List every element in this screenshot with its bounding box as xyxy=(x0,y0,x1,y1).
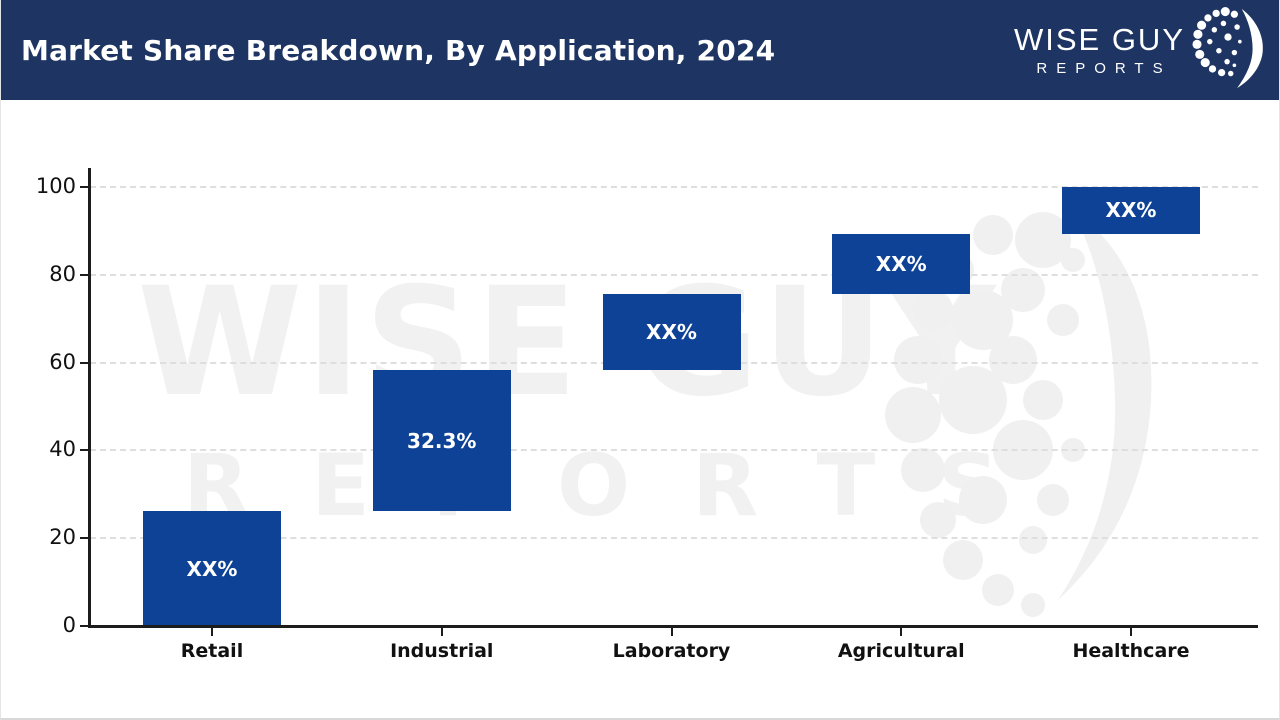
y-tick-label-100: 100 xyxy=(35,174,76,198)
x-axis-line xyxy=(88,625,1258,628)
x-tick-agricultural xyxy=(900,628,903,636)
y-tick-60 xyxy=(80,361,88,364)
logo-subtitle: REPORTS xyxy=(1036,60,1172,77)
gridline-20 xyxy=(90,537,1258,540)
bar-value-label: XX% xyxy=(186,556,238,581)
bar-agricultural: XX% xyxy=(832,233,971,294)
x-axis-label-agricultural: Agricultural xyxy=(837,640,965,662)
bar-industrial: 32.3% xyxy=(372,369,511,512)
y-axis-line xyxy=(88,168,91,628)
y-tick-label-40: 40 xyxy=(49,437,76,462)
x-tick-industrial xyxy=(440,628,443,636)
bar-value-label: 32.3% xyxy=(407,428,477,453)
y-tick-label-0: 0 xyxy=(62,613,76,637)
y-tick-label-60: 60 xyxy=(49,349,76,374)
x-axis-label-laboratory: Laboratory xyxy=(612,640,731,662)
y-tick-label-20: 20 xyxy=(49,525,76,550)
x-axis-label-industrial: Industrial xyxy=(390,640,494,662)
x-tick-retail xyxy=(211,628,213,636)
header: Market Share Breakdown, By Application, … xyxy=(1,0,1279,100)
y-tick-40 xyxy=(80,449,88,452)
y-tick-80 xyxy=(80,273,88,276)
x-axis-label-healthcare: Healthcare xyxy=(1072,640,1190,662)
gridline-80 xyxy=(90,273,1258,276)
bar-healthcare: XX% xyxy=(1062,187,1200,234)
bar-retail: XX% xyxy=(143,511,281,626)
bar-value-label: XX% xyxy=(875,251,927,276)
x-axis-label-retail: Retail xyxy=(180,640,244,662)
x-tick-healthcare xyxy=(1130,628,1132,636)
y-tick-0 xyxy=(80,625,88,627)
logo-text: WISE GUY REPORTS xyxy=(1014,24,1185,76)
bar-value-label: XX% xyxy=(1105,198,1157,223)
x-tick-laboratory xyxy=(670,628,673,636)
bar-laboratory: XX% xyxy=(602,293,741,370)
y-tick-100 xyxy=(80,186,88,188)
logo-wordmark: WISE GUY xyxy=(1013,22,1185,57)
bar-value-label: XX% xyxy=(646,319,697,344)
y-tick-label-80: 80 xyxy=(49,261,76,286)
gridline-40 xyxy=(90,449,1258,452)
logo-face-icon xyxy=(1187,5,1269,95)
chart-title: Market Share Breakdown, By Application, … xyxy=(21,33,776,67)
y-tick-20 xyxy=(80,537,88,540)
wise-guy-logo: WISE GUY REPORTS xyxy=(1014,5,1269,95)
gridline-100 xyxy=(90,186,1258,188)
watermark-subtitle: REPORTS xyxy=(183,436,1062,536)
